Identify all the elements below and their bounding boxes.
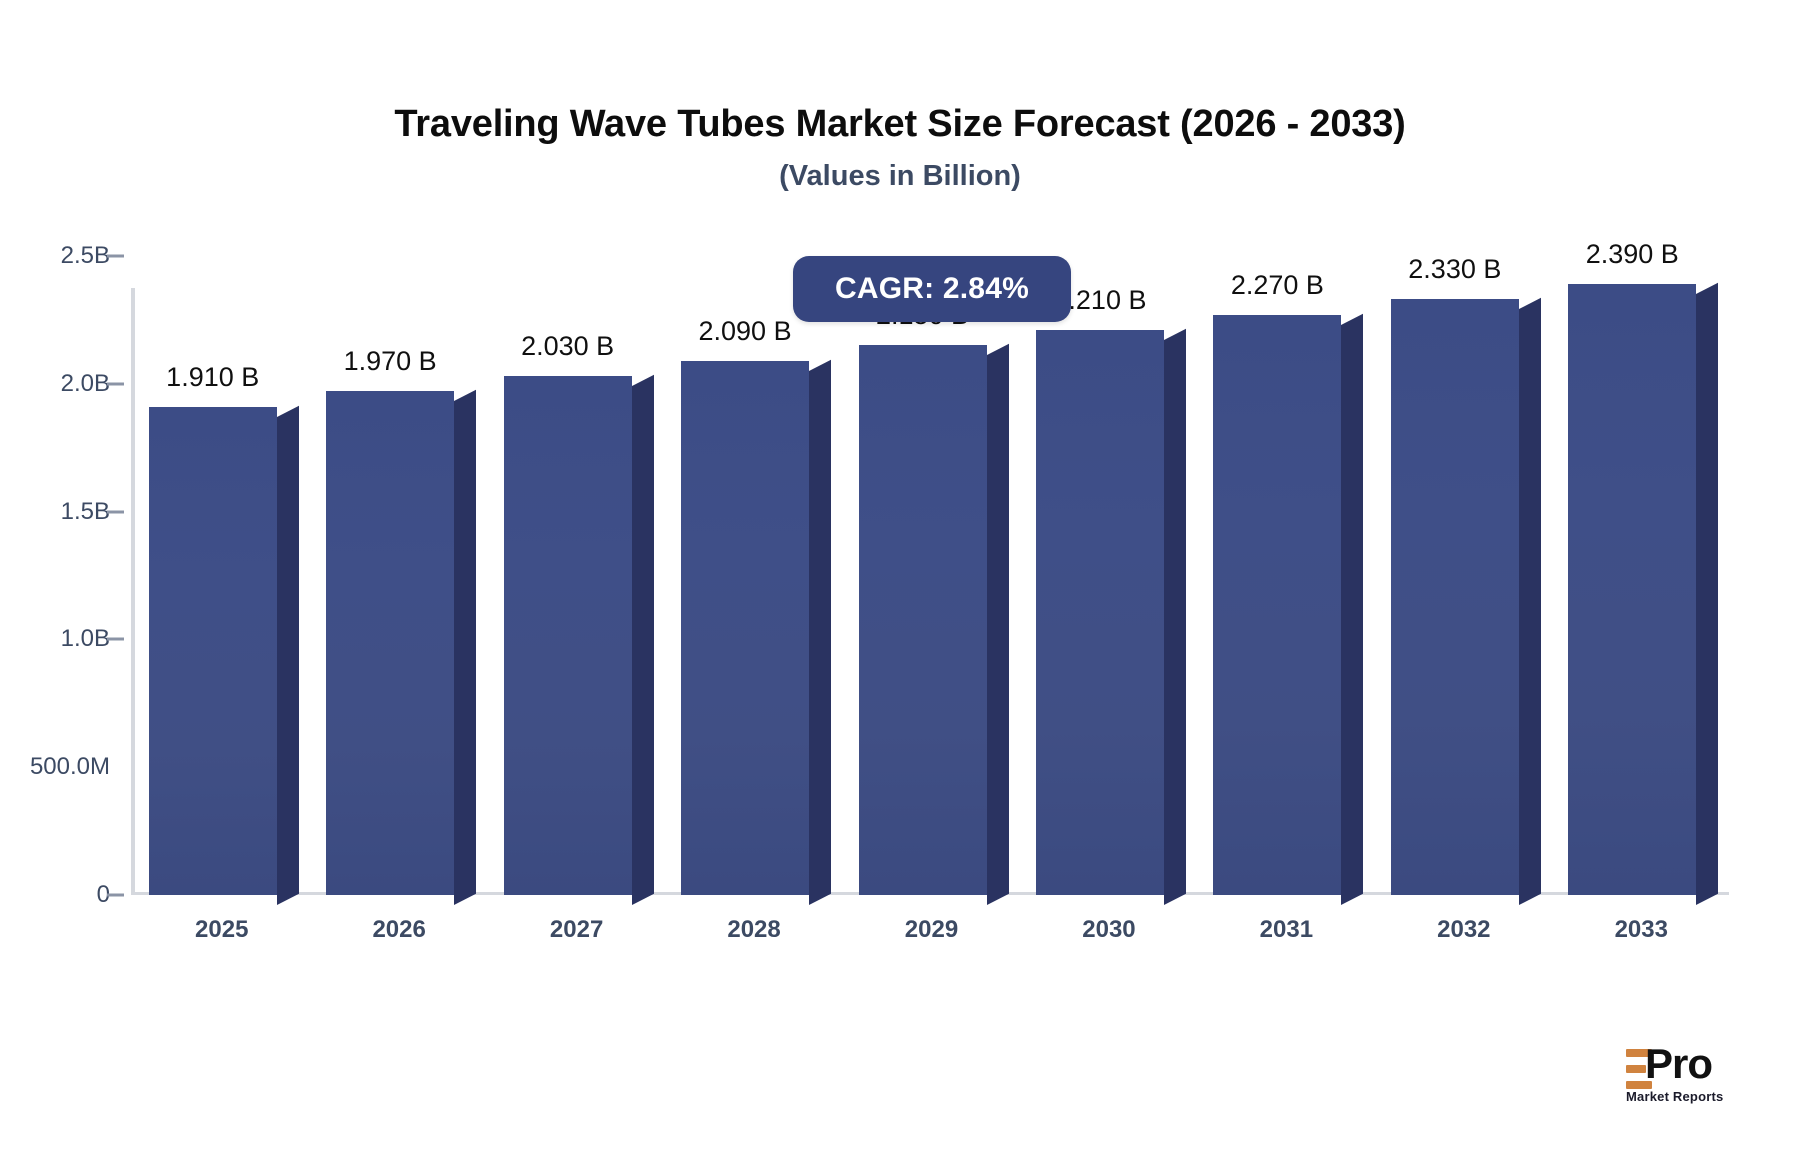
bar[interactable]: 2.150 B	[858, 300, 1009, 906]
bar-front-face	[858, 345, 987, 895]
y-axis-tick-mark	[107, 254, 124, 258]
bar-side-face	[1163, 328, 1186, 906]
bar[interactable]: 2.330 B	[1390, 254, 1541, 906]
bar-side-face	[1696, 282, 1719, 906]
cagr-badge: CAGR: 2.84%	[793, 256, 1071, 322]
x-axis-tick-label: 2026	[372, 916, 426, 943]
bar-value-label: 2.390 B	[1585, 239, 1679, 270]
bar[interactable]: 1.910 B	[148, 362, 299, 905]
bar-value-label: 2.330 B	[1408, 254, 1502, 285]
bar[interactable]: 2.090 B	[681, 316, 832, 906]
bar[interactable]: 2.270 B	[1213, 270, 1364, 906]
bar-value-label: 2.090 B	[698, 315, 792, 346]
bar-front-face	[1390, 299, 1519, 895]
page-title: Traveling Wave Tubes Market Size Forecas…	[394, 103, 1406, 145]
bar-side-face	[631, 374, 654, 906]
pro-market-reports-logo-icon	[1626, 1049, 1652, 1089]
bar-side-face	[809, 359, 832, 906]
x-axis-tick-label: 2032	[1437, 916, 1491, 943]
bar-side-face	[454, 390, 477, 906]
y-axis-tick-mark	[107, 382, 124, 386]
bar-side-face	[986, 344, 1009, 906]
bar-front-face	[148, 406, 277, 895]
x-axis-tick-label: 2027	[549, 916, 604, 943]
bar-front-face	[1568, 284, 1697, 895]
chart-header: Traveling Wave Tubes Market Size Forecas…	[0, 0, 1800, 193]
y-axis-tick-mark	[107, 637, 124, 641]
logo: Pro Market Reports	[1626, 1043, 1776, 1109]
y-axis-tick-label: 1.0B	[60, 625, 110, 653]
chart-subtitle: (Values in Billion)	[779, 159, 1021, 192]
bar-value-label: 2.030 B	[521, 331, 615, 362]
bar-front-face	[1035, 330, 1164, 895]
x-axis-tick-label: 2028	[727, 916, 781, 943]
y-axis-line	[131, 288, 135, 895]
bar-front-face	[326, 391, 455, 895]
x-axis-tick-label: 2030	[1082, 916, 1136, 943]
logo-name: Pro	[1645, 1040, 1713, 1087]
bar-front-face	[503, 376, 632, 895]
y-axis-tick-label: 0	[96, 881, 110, 908]
cagr-badge-label: CAGR: 2.84%	[835, 272, 1029, 305]
bar-value-label: 1.970 B	[343, 346, 437, 377]
bar-front-face	[1213, 314, 1342, 895]
bar-value-label: 1.910 B	[166, 361, 260, 392]
bar-value-label: 2.270 B	[1230, 269, 1324, 300]
bar[interactable]: 1.970 B	[326, 346, 477, 906]
bar-side-face	[276, 405, 299, 905]
y-axis-tick-label: 2.5B	[60, 242, 110, 269]
bar[interactable]: 2.210 B	[1035, 285, 1186, 906]
y-axis-tick-mark	[107, 510, 124, 514]
x-axis-tick-label: 2029	[904, 916, 959, 943]
logo-tagline: Market Reports	[1626, 1089, 1724, 1104]
bar[interactable]: 2.390 B	[1568, 239, 1719, 906]
bar-side-face	[1518, 298, 1541, 906]
bar-side-face	[1341, 313, 1364, 906]
x-axis-tick-label: 2031	[1259, 916, 1314, 943]
x-axis-tick-label: 2025	[195, 916, 249, 943]
bar-front-face	[681, 360, 810, 895]
y-axis-tick-label: 1.5B	[60, 497, 110, 525]
y-axis-tick-mark	[107, 893, 124, 897]
x-axis-tick-label: 2033	[1614, 916, 1668, 943]
y-axis-tick-label: 500.0M	[29, 753, 110, 781]
bar[interactable]: 2.030 B	[503, 331, 654, 906]
y-axis-tick-label: 2.0B	[60, 369, 110, 397]
